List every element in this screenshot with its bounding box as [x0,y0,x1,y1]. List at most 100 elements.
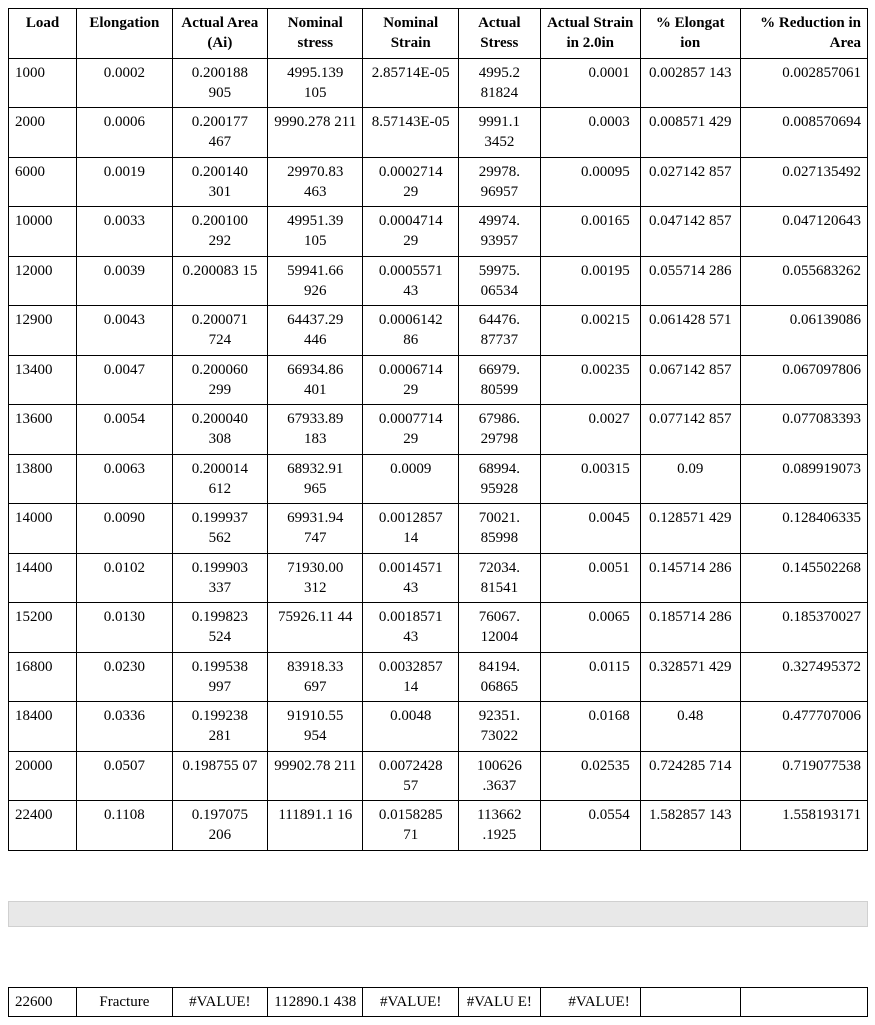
cell: 0.48 [640,702,740,752]
cell: 0.06139086 [740,306,867,356]
cell: 0.0032857 14 [363,652,458,702]
cell: 0.008570694 [740,108,867,158]
cell: 0.200060 299 [172,355,267,405]
cell: 18400 [9,702,77,752]
cell: 100626 .3637 [458,751,540,801]
cell: 0.128571 429 [640,504,740,554]
cell: 1.582857 143 [640,801,740,851]
cell: 0.200188 905 [172,58,267,108]
cell: 0.002857 143 [640,58,740,108]
cell: 0.0090 [77,504,172,554]
cell: 0.200040 308 [172,405,267,455]
cell: 16800 [9,652,77,702]
cell: 6000 [9,157,77,207]
cell: 8.57143E-05 [363,108,458,158]
cell: 66979. 80599 [458,355,540,405]
cell: 111891.1 16 [268,801,363,851]
cell: 0.0063 [77,454,172,504]
table-row: 60000.00190.200140 30129970.83 4630.0002… [9,157,868,207]
cell: 68932.91 965 [268,454,363,504]
table-row: 100000.00330.200100 29249951.39 1050.000… [9,207,868,257]
cell: 0.00165 [540,207,640,257]
cell: 68994. 95928 [458,454,540,504]
cell: 0.200071 724 [172,306,267,356]
cell: 12000 [9,256,77,306]
cell: 13400 [9,355,77,405]
table-row: 136000.00540.200040 30867933.89 1830.000… [9,405,868,455]
cell: 69931.94 747 [268,504,363,554]
table-row: 224000.11080.197075 206111891.1 160.0158… [9,801,868,851]
cell: 0.199937 562 [172,504,267,554]
cell: 0.200100 292 [172,207,267,257]
cell: 2.85714E-05 [363,58,458,108]
cell: 14400 [9,553,77,603]
cell: 0.00215 [540,306,640,356]
table-row: 168000.02300.199538 99783918.33 6970.003… [9,652,868,702]
table-row: 20000.00060.200177 4679990.278 2118.5714… [9,108,868,158]
cell: 0.0168 [540,702,640,752]
cell: 99902.78 211 [268,751,363,801]
cell: 64476. 87737 [458,306,540,356]
cell: 0.0045 [540,504,640,554]
cell: 0.0072428 57 [363,751,458,801]
second-data-table: 22600 Fracture #VALUE! 112890.1 438 #VAL… [8,987,868,1017]
cell: 0.0043 [77,306,172,356]
col-header-actual-area: Actual Area (Ai) [172,9,267,59]
cell: 0.200083 15 [172,256,267,306]
cell: 59941.66 926 [268,256,363,306]
cell: 0.0158285 71 [363,801,458,851]
cell: 0.067097806 [740,355,867,405]
cell: 0.724285 714 [640,751,740,801]
cell: 59975. 06534 [458,256,540,306]
col-header-nominal-strain: Nominal Strain [363,9,458,59]
cell: 76067. 12004 [458,603,540,653]
cell-load: 22600 [9,987,77,1016]
table-row: 144000.01020.199903 33771930.00 3120.001… [9,553,868,603]
table-row: 129000.00430.200071 72464437.29 4460.000… [9,306,868,356]
cell: 9991.1 3452 [458,108,540,158]
col-header-nominal-stress: Nominal stress [268,9,363,59]
cell: 0.200140 301 [172,157,267,207]
table-row: 184000.03360.199238 28191910.55 9540.004… [9,702,868,752]
table-row: 200000.05070.198755 0799902.78 2110.0072… [9,751,868,801]
cell: 0.1108 [77,801,172,851]
cell: 0.0001 [540,58,640,108]
cell: 0.0004714 29 [363,207,458,257]
cell: 0.198755 07 [172,751,267,801]
table-row: 134000.00470.200060 29966934.86 4010.000… [9,355,868,405]
cell: 0.0048 [363,702,458,752]
cell: 0.719077538 [740,751,867,801]
cell: 66934.86 401 [268,355,363,405]
table-row: 10000.00020.200188 9054995.139 1052.8571… [9,58,868,108]
cell: 0.199238 281 [172,702,267,752]
cell: 14000 [9,504,77,554]
cell: 0.145714 286 [640,553,740,603]
cell: 0.0027 [540,405,640,455]
col-header-load: Load [9,9,77,59]
cell: 0.0006 [77,108,172,158]
cell-actual-strain: #VALUE! [540,987,640,1016]
table-row: 120000.00390.200083 1559941.66 9260.0005… [9,256,868,306]
cell: 0.200177 467 [172,108,267,158]
cell: 1000 [9,58,77,108]
cell: 0.0230 [77,652,172,702]
cell: 0.327495372 [740,652,867,702]
cell: 1.558193171 [740,801,867,851]
cell: 0.197075 206 [172,801,267,851]
cell: 0.0003 [540,108,640,158]
cell: 113662 .1925 [458,801,540,851]
cell: 83918.33 697 [268,652,363,702]
cell: 0.0007714 29 [363,405,458,455]
cell: 0.0019 [77,157,172,207]
table-row: 140000.00900.199937 56269931.94 7470.001… [9,504,868,554]
cell: 0.02535 [540,751,640,801]
cell: 0.047142 857 [640,207,740,257]
cell: 2000 [9,108,77,158]
cell: 12900 [9,306,77,356]
cell: 0.0336 [77,702,172,752]
cell: 0.0005571 43 [363,256,458,306]
cell: 75926.11 44 [268,603,363,653]
cell: 0.008571 429 [640,108,740,158]
cell: 0.0033 [77,207,172,257]
cell: 22400 [9,801,77,851]
